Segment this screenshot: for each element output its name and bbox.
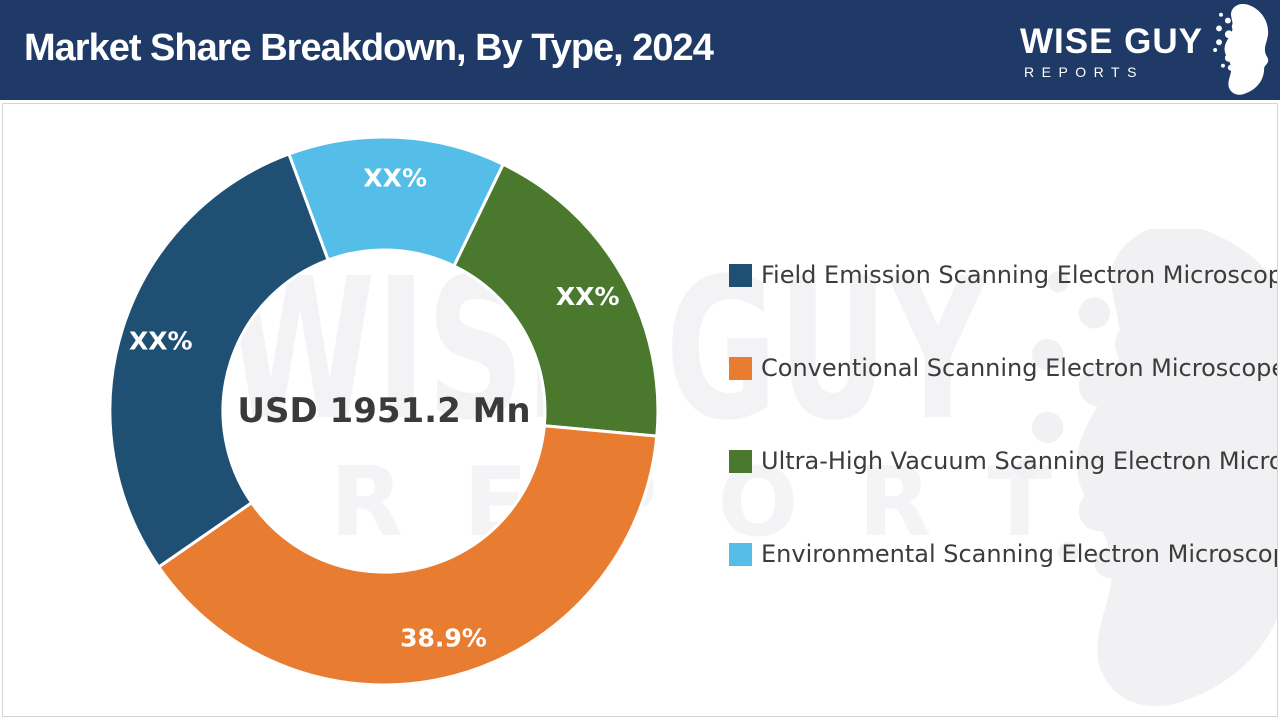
legend-item: Field Emission Scanning Electron Microsc… [729, 261, 1278, 289]
page-title: Market Share Breakdown, By Type, 2024 [24, 26, 714, 69]
watermark-subtitle: REPORTS [330, 448, 1241, 558]
legend-label: Ultra-High Vacuum Scanning Electron Micr… [761, 447, 1278, 475]
wise-guy-reports-logo: WISE GUY REPORTS [1020, 4, 1270, 96]
donut-chart: XX% XX% 38.9% XX% [108, 135, 660, 687]
legend-swatch [729, 542, 752, 566]
logo-text: WISE GUY REPORTS [1020, 22, 1203, 80]
donut-segment-2 [157, 424, 659, 687]
legend-swatch [729, 449, 752, 473]
segment-value-label: XX% [556, 282, 620, 311]
legend-label: Environmental Scanning Electron Microsco… [761, 540, 1278, 568]
logo-face-icon [1213, 4, 1269, 95]
donut-center-value: USD 1951.2 Mn [237, 391, 531, 431]
legend-item: Ultra-High Vacuum Scanning Electron Micr… [729, 447, 1278, 475]
legend-item: Conventional Scanning Electron Microscop… [729, 354, 1278, 382]
legend-swatch [729, 263, 752, 287]
chart-area: WISE GUY REPORTS XX% XX% 38.9% XX% USD 1951… [2, 103, 1278, 717]
legend-swatch [729, 356, 752, 380]
donut-segment-3 [108, 152, 330, 569]
watermark-face-icon [1016, 229, 1277, 707]
legend-label: Field Emission Scanning Electron Microsc… [761, 261, 1278, 289]
legend-item: Environmental Scanning Electron Microsco… [729, 540, 1278, 568]
legend-label: Conventional Scanning Electron Microscop… [761, 354, 1278, 382]
segment-value-label: 38.9% [400, 623, 487, 652]
segment-value-label: XX% [363, 163, 427, 192]
header-bar: Market Share Breakdown, By Type, 2024 WI… [0, 0, 1280, 100]
segment-value-label: XX% [129, 327, 193, 356]
donut-segment-1 [452, 162, 660, 438]
logo-subtitle: REPORTS [1024, 64, 1144, 80]
logo-wordmark: WISE GUY [1020, 22, 1204, 61]
